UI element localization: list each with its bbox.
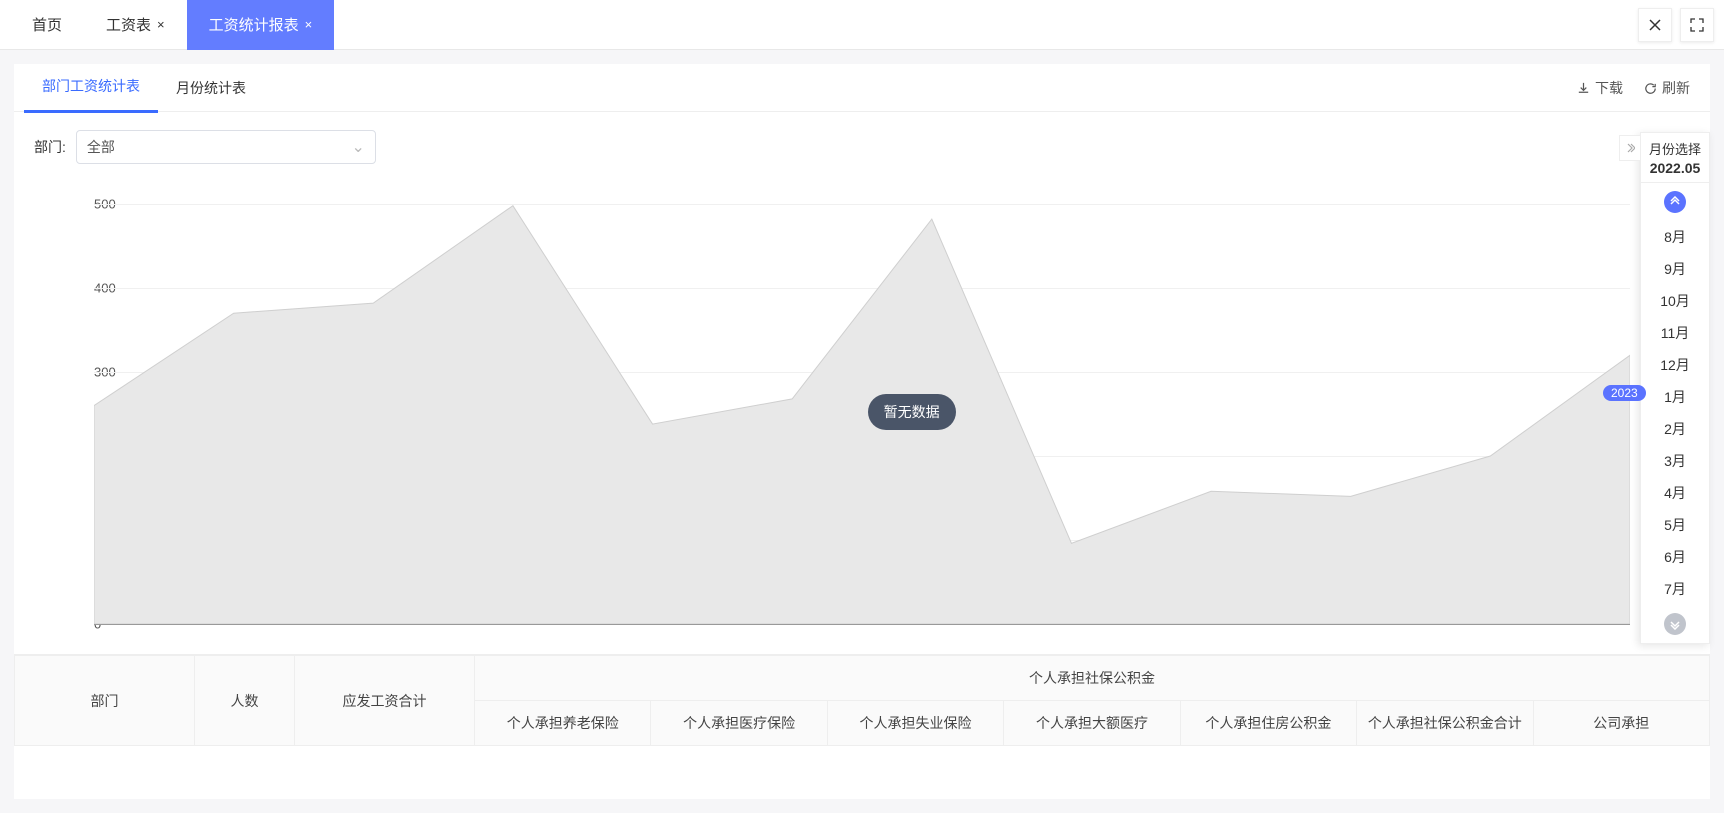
table-header: 应发工资合计 [295,656,475,746]
month-item[interactable]: 1月2023 [1641,381,1709,413]
dept-select[interactable]: 全部 ⌄ [76,130,376,164]
scroll-up-button[interactable] [1664,191,1686,213]
month-item[interactable]: 3月 [1641,445,1709,477]
area-chart [94,204,1630,624]
month-item[interactable]: 12月 [1641,349,1709,381]
download-button[interactable]: 下载 [1576,78,1623,98]
month-item[interactable]: 11月 [1641,317,1709,349]
fullscreen-button[interactable] [1680,8,1714,42]
month-picker-title: 月份选择 [1641,133,1709,160]
table-sub-header: 个人承担住房公积金 [1180,701,1356,746]
close-all-button[interactable] [1638,8,1672,42]
table-sub-header: 个人承担失业保险 [827,701,1003,746]
refresh-icon [1643,81,1658,96]
table-sub-header: 个人承担社保公积金合计 [1357,701,1533,746]
table-header: 部门 [15,656,195,746]
month-picker-panel: 月份选择 2022.05 8月9月10月11月12月1月20232月3月4月5月… [1640,132,1710,644]
scroll-down-button[interactable] [1664,613,1686,635]
chevron-down-icon: ⌄ [351,137,364,157]
sub-tab-dept-stats[interactable]: 部门工资统计表 [24,62,158,113]
top-tab-label: 首页 [32,14,62,35]
top-tab-salary[interactable]: 工资表 × [84,0,187,50]
month-item[interactable]: 10月 [1641,285,1709,317]
table-group-header: 个人承担社保公积金 [475,656,1710,701]
sub-tab-label: 部门工资统计表 [42,78,140,94]
table-header: 人数 [195,656,295,746]
sub-tab-label: 月份统计表 [176,80,246,96]
select-value: 全部 [87,137,115,157]
month-item[interactable]: 9月 [1641,253,1709,285]
top-tab-label: 工资统计报表 [209,14,299,35]
month-item[interactable]: 5月 [1641,509,1709,541]
chart-area: 0100200300400500 暂无数据 [34,184,1690,654]
month-picker-selected: 2022.05 [1641,160,1709,183]
month-item[interactable]: 6月 [1641,541,1709,573]
dept-filter-label: 部门: [34,137,66,157]
month-item[interactable]: 7月 [1641,573,1709,605]
month-item[interactable]: 2月 [1641,413,1709,445]
download-icon [1576,81,1591,96]
sub-tab-bar: 部门工资统计表 月份统计表 下载 刷新 [14,64,1710,112]
month-item[interactable]: 8月 [1641,221,1709,253]
year-badge: 2023 [1603,385,1646,401]
close-icon[interactable]: × [305,17,313,32]
close-icon[interactable]: × [157,17,165,32]
panel-collapse-button[interactable] [1619,135,1641,161]
table-sub-header: 公司承担 [1533,701,1709,746]
month-item[interactable]: 4月 [1641,477,1709,509]
table-sub-header: 个人承担医疗保险 [651,701,827,746]
top-tab-salary-stats[interactable]: 工资统计报表 × [187,0,335,50]
chart-tooltip: 暂无数据 [868,394,956,430]
table-sub-header: 个人承担养老保险 [475,701,651,746]
refresh-label: 刷新 [1662,78,1690,98]
top-tab-bar: 首页 工资表 × 工资统计报表 × [0,0,1724,50]
stats-table: 部门人数应发工资合计个人承担社保公积金 个人承担养老保险个人承担医疗保险个人承担… [14,654,1710,746]
refresh-button[interactable]: 刷新 [1643,78,1690,98]
table-sub-header: 个人承担大额医疗 [1004,701,1180,746]
top-tab-label: 工资表 [106,14,151,35]
sub-tab-month-stats[interactable]: 月份统计表 [158,64,264,112]
top-tab-home[interactable]: 首页 [10,0,84,50]
download-label: 下载 [1595,78,1623,98]
